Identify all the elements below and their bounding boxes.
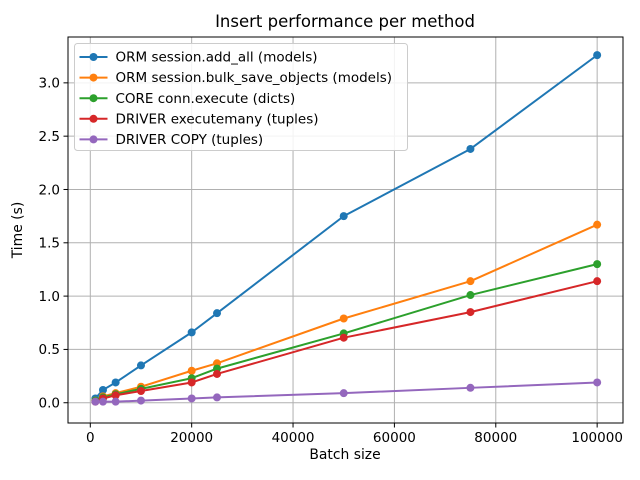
data-point-marker xyxy=(136,396,145,405)
data-point-marker xyxy=(187,366,196,375)
legend-item: CORE conn.execute (dicts) xyxy=(79,91,296,107)
series-line xyxy=(94,223,598,402)
data-point-marker xyxy=(466,277,475,286)
data-point-marker xyxy=(213,369,222,378)
legend-item: DRIVER COPY (tuples) xyxy=(79,132,264,148)
legend-marker xyxy=(89,114,98,123)
y-tick-label: 1.0 xyxy=(39,289,60,305)
data-series xyxy=(91,51,602,406)
legend-label: DRIVER executemany (tuples) xyxy=(116,111,319,127)
x-tick-label: 0 xyxy=(86,430,95,446)
data-point-marker xyxy=(466,291,475,300)
y-tick-label: 0.0 xyxy=(39,396,60,412)
y-tick-label: 0.5 xyxy=(39,342,60,358)
data-point-marker xyxy=(466,144,475,153)
y-tick-label: 2.5 xyxy=(39,129,60,145)
data-point-marker xyxy=(466,308,475,317)
data-point-marker xyxy=(111,397,120,406)
data-point-marker xyxy=(466,383,475,392)
chart-title: Insert performance per method xyxy=(215,12,475,31)
x-axis-label: Batch size xyxy=(309,447,380,463)
x-tick-label: 20000 xyxy=(170,430,213,446)
data-point-marker xyxy=(111,391,120,400)
data-point-marker xyxy=(593,260,602,269)
legend-item: ORM session.add_all (models) xyxy=(79,50,318,66)
data-point-marker xyxy=(91,397,100,406)
legend-label: ORM session.bulk_save_objects (models) xyxy=(116,70,393,86)
legend-marker xyxy=(89,53,98,61)
legend-marker xyxy=(89,135,98,144)
data-point-marker xyxy=(593,51,602,60)
x-tick-label: 60000 xyxy=(373,430,416,446)
plot-border xyxy=(67,36,624,424)
data-point-marker xyxy=(593,378,602,387)
legend-box xyxy=(74,43,408,151)
x-tick-label: 40000 xyxy=(272,430,315,446)
legend: ORM session.add_all (models) ORM session.… xyxy=(74,43,408,151)
data-point-marker xyxy=(136,387,145,396)
data-point-marker xyxy=(339,389,348,398)
legend-label: ORM session.add_all (models) xyxy=(116,50,318,66)
data-point-marker xyxy=(187,378,196,387)
y-axis-label: Time (s) xyxy=(10,202,26,260)
data-point-marker xyxy=(593,220,602,229)
legend-label: DRIVER COPY (tuples) xyxy=(116,132,264,148)
legend-item: ORM session.bulk_save_objects (models) xyxy=(79,70,393,86)
legend-marker xyxy=(89,94,98,103)
y-tick-label: 1.5 xyxy=(39,236,60,252)
data-point-marker xyxy=(136,361,145,370)
legend-item: DRIVER executemany (tuples) xyxy=(79,111,319,127)
legend-label: CORE conn.execute (dicts) xyxy=(116,91,296,107)
x-tick-label: 80000 xyxy=(474,430,517,446)
data-point-marker xyxy=(213,309,222,318)
legend-marker xyxy=(89,73,98,82)
data-point-marker xyxy=(213,393,222,402)
y-tick-label: 2.0 xyxy=(39,182,60,198)
data-point-marker xyxy=(111,378,120,387)
data-point-marker xyxy=(98,397,107,406)
data-point-marker xyxy=(339,314,348,323)
data-point-marker xyxy=(187,394,196,403)
data-point-marker xyxy=(593,277,602,286)
x-tick-label: 100000 xyxy=(571,430,623,446)
data-point-marker xyxy=(98,385,107,394)
data-point-marker xyxy=(339,212,348,221)
y-tick-label: 3.0 xyxy=(39,76,60,92)
data-point-marker xyxy=(339,333,348,342)
data-point-marker xyxy=(187,328,196,337)
axis-ticks: 0 20000 40000 60000 80000 100000 0.0 0.5 1.0 1.5 2… xyxy=(39,76,623,446)
